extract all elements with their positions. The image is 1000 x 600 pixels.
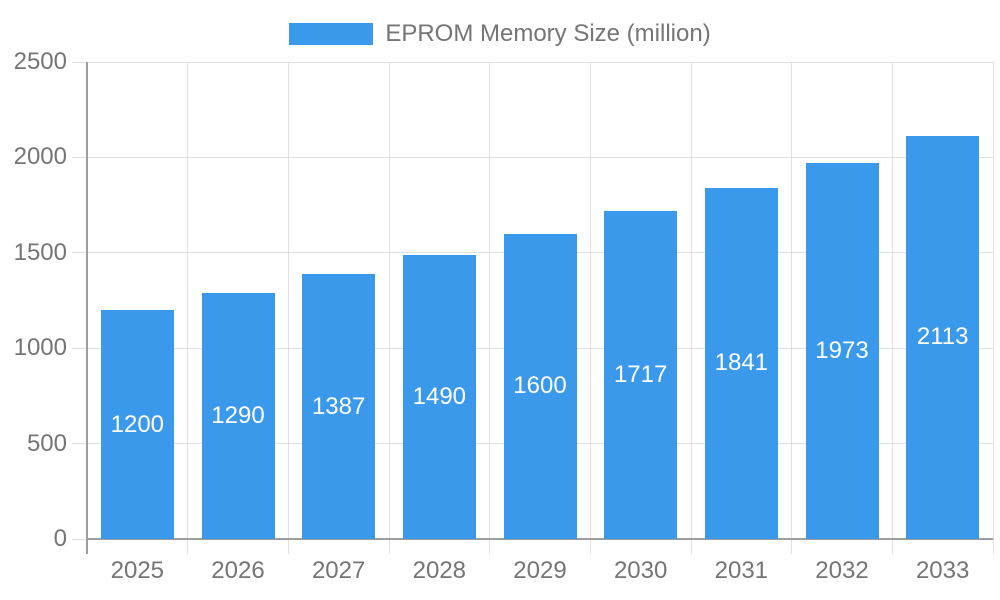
gridline-horizontal xyxy=(87,61,993,63)
x-axis-label: 2026 xyxy=(211,557,265,584)
x-axis-tick xyxy=(388,539,390,554)
bar-value-label: 1290 xyxy=(211,401,265,429)
gridline-vertical xyxy=(791,62,793,539)
bar-value-label: 1200 xyxy=(110,410,165,438)
y-axis-tick xyxy=(72,156,87,158)
y-axis-label: 1500 xyxy=(13,238,67,266)
x-axis-tick xyxy=(489,539,491,554)
y-axis-label: 0 xyxy=(53,525,67,552)
gridline-horizontal xyxy=(87,156,993,158)
gridline-vertical xyxy=(388,62,390,539)
y-axis-tick xyxy=(72,61,87,63)
legend-item[interactable]: EPROM Memory Size (million) xyxy=(289,20,711,48)
bar-value-label: 1490 xyxy=(412,382,467,410)
bar-value-label: 1717 xyxy=(613,361,668,389)
bar-value-label: 1841 xyxy=(714,349,769,377)
legend-swatch xyxy=(289,23,374,45)
x-axis-tick xyxy=(690,539,692,554)
gridline-vertical xyxy=(589,62,591,539)
gridline-vertical xyxy=(690,62,692,539)
x-axis-label: 2030 xyxy=(613,557,668,584)
x-axis-label: 2027 xyxy=(311,557,366,584)
y-axis-label: 2000 xyxy=(13,143,67,171)
gridline-vertical xyxy=(187,62,189,539)
gridline-vertical xyxy=(287,62,289,539)
x-axis-label: 2033 xyxy=(915,557,970,584)
bar[interactable]: 1717 xyxy=(604,211,678,539)
gridline-vertical xyxy=(489,62,491,539)
x-axis-tick xyxy=(992,539,994,554)
x-axis-tick xyxy=(187,539,189,554)
x-axis-tick xyxy=(891,539,893,554)
x-axis-label: 2029 xyxy=(513,557,567,584)
y-axis-tick xyxy=(72,252,87,254)
bar[interactable]: 1387 xyxy=(302,274,376,539)
x-axis-label: 2032 xyxy=(815,557,869,584)
x-axis-label: 2031 xyxy=(714,557,769,584)
x-axis-label: 2025 xyxy=(110,557,165,584)
x-axis-label: 2028 xyxy=(412,557,467,584)
bar-value-label: 1973 xyxy=(815,336,869,364)
chart-legend: EPROM Memory Size (million) xyxy=(0,20,1000,48)
legend-label: EPROM Memory Size (million) xyxy=(385,20,711,47)
y-axis-tick xyxy=(72,443,87,445)
y-axis-tick xyxy=(72,538,87,540)
bar-value-label: 1387 xyxy=(311,392,366,420)
bar[interactable]: 1290 xyxy=(201,292,275,539)
y-axis-line xyxy=(86,62,88,554)
bar[interactable]: 1841 xyxy=(704,187,778,539)
bar[interactable]: 1200 xyxy=(100,310,174,539)
gridline-vertical xyxy=(891,62,893,539)
y-axis-label: 1000 xyxy=(13,334,67,362)
x-axis-tick xyxy=(589,539,591,554)
x-axis-tick xyxy=(287,539,289,554)
y-axis-label: 500 xyxy=(26,429,67,457)
bar[interactable]: 1973 xyxy=(805,162,879,539)
bar-value-label: 2113 xyxy=(916,323,969,351)
y-axis-tick xyxy=(72,347,87,349)
bar[interactable]: 2113 xyxy=(906,135,980,539)
bar-value-label: 1600 xyxy=(513,372,567,400)
bar[interactable]: 1600 xyxy=(503,233,577,539)
y-axis-label: 2500 xyxy=(13,48,67,75)
bar[interactable]: 1490 xyxy=(402,254,476,539)
x-axis-line xyxy=(87,538,993,540)
gridline-vertical xyxy=(992,62,994,539)
x-axis-tick xyxy=(791,539,793,554)
plot-area: 0 500 1000 1500 2000 2500 1200 2025 1290 2026 1387… xyxy=(14,50,994,584)
